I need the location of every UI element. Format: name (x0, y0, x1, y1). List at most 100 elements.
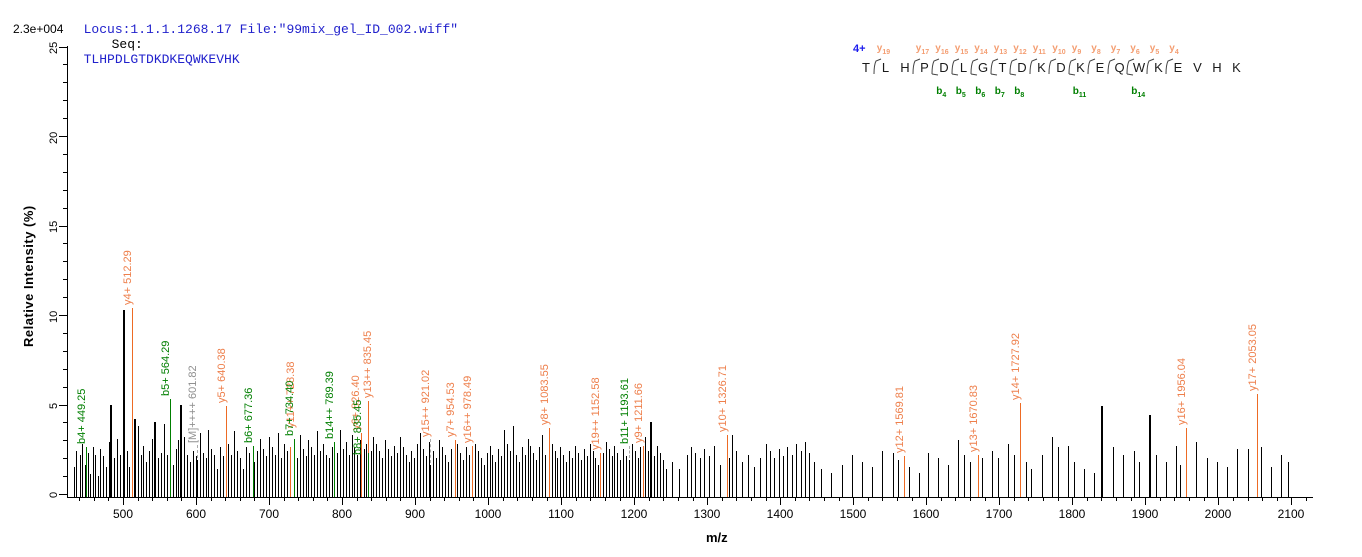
background-peak (460, 453, 461, 497)
y-ion-label: y11 (1032, 43, 1046, 56)
background-peak (123, 310, 125, 497)
peak-label: y12+ 1569.81 (894, 386, 906, 453)
peak-label: y13++ 835.45 (362, 330, 374, 398)
background-peak (337, 453, 338, 497)
background-peak (498, 449, 499, 497)
background-peak (266, 456, 267, 497)
x-major-tick (1145, 497, 1146, 505)
background-peak (134, 419, 136, 497)
background-peak (1156, 455, 1157, 497)
background-peak (998, 458, 999, 497)
residue-letter: E (1095, 60, 1105, 75)
labeled-peak-line (549, 428, 550, 497)
y-major-tick (59, 226, 67, 227)
x-minor-tick (211, 497, 212, 501)
residue-letter: H (900, 60, 910, 75)
background-peak (648, 451, 649, 497)
x-minor-tick (839, 497, 840, 501)
x-axis-line (67, 497, 1313, 498)
background-peak (326, 455, 327, 497)
background-peak (606, 442, 607, 497)
background-peak (1180, 465, 1181, 497)
background-peak (831, 473, 832, 497)
background-peak (220, 447, 221, 497)
x-major-tick (488, 497, 489, 505)
background-peak (366, 444, 367, 497)
background-peak (1101, 406, 1103, 497)
background-peak (469, 455, 470, 497)
x-minor-tick (1014, 497, 1015, 501)
background-peak (420, 433, 421, 497)
x-minor-tick (824, 497, 825, 501)
background-peak (323, 444, 324, 497)
background-peak (566, 462, 567, 497)
labeled-peak-line (727, 435, 728, 497)
background-peak (442, 447, 443, 497)
background-peak (414, 458, 415, 497)
background-peak (317, 431, 318, 497)
background-peak (217, 469, 218, 497)
background-peak (208, 430, 209, 497)
y-tick-label: 0 (48, 492, 60, 499)
background-peak (284, 444, 285, 497)
x-major-tick (853, 497, 854, 505)
background-peak (666, 469, 667, 497)
background-peak (82, 444, 83, 497)
background-peak (519, 462, 520, 497)
background-peak (779, 449, 780, 497)
x-minor-tick (1058, 497, 1059, 501)
background-peak (909, 467, 910, 497)
background-peak (281, 458, 282, 497)
y-minor-tick (63, 333, 67, 334)
x-minor-tick (663, 497, 664, 501)
x-major-tick (415, 497, 416, 505)
background-peak (80, 455, 81, 497)
y-ion-label: y14 (974, 43, 988, 56)
x-minor-tick (1306, 497, 1307, 501)
background-peak (578, 453, 579, 497)
x-major-tick (926, 497, 927, 505)
peak-label: y13+ 1670.83 (968, 385, 980, 452)
background-peak (964, 455, 965, 497)
x-minor-tick (503, 497, 504, 501)
x-minor-tick (313, 497, 314, 501)
background-peak (357, 455, 358, 497)
cleavage-mark (1124, 57, 1135, 82)
background-peak (451, 449, 452, 497)
background-peak (429, 442, 430, 497)
x-minor-tick (225, 497, 226, 501)
x-minor-tick (167, 497, 168, 501)
x-minor-tick (1174, 497, 1175, 501)
y-ion-label: y15 (954, 43, 969, 56)
background-peak (426, 456, 427, 497)
background-peak (557, 458, 558, 497)
background-peak (400, 437, 401, 497)
background-peak (478, 451, 479, 497)
background-peak (76, 451, 77, 497)
background-peak (928, 453, 929, 497)
background-peak (1042, 455, 1043, 497)
peak-label: b4+ 449.25 (76, 388, 88, 444)
background-peak (129, 467, 130, 497)
background-peak (1031, 469, 1032, 497)
background-peak (507, 444, 508, 497)
background-peak (774, 458, 775, 497)
background-peak (555, 451, 556, 497)
x-major-tick (1291, 497, 1292, 505)
y-minor-tick (63, 422, 67, 423)
x-minor-tick (430, 497, 431, 501)
background-peak (645, 437, 646, 497)
residue-letter: E (1173, 60, 1183, 75)
x-tick-label: 500 (112, 507, 134, 521)
background-peak (149, 451, 150, 497)
background-peak (117, 439, 118, 497)
peak-label: b7+ 734.40 (284, 380, 296, 436)
background-peak (842, 465, 843, 497)
x-minor-tick (751, 497, 752, 501)
x-axis-title: m/z (706, 530, 728, 545)
y-ion-label: y9 (1071, 43, 1082, 56)
background-peak (184, 437, 185, 497)
residue-letter: L (959, 60, 968, 75)
background-peak (376, 444, 377, 497)
